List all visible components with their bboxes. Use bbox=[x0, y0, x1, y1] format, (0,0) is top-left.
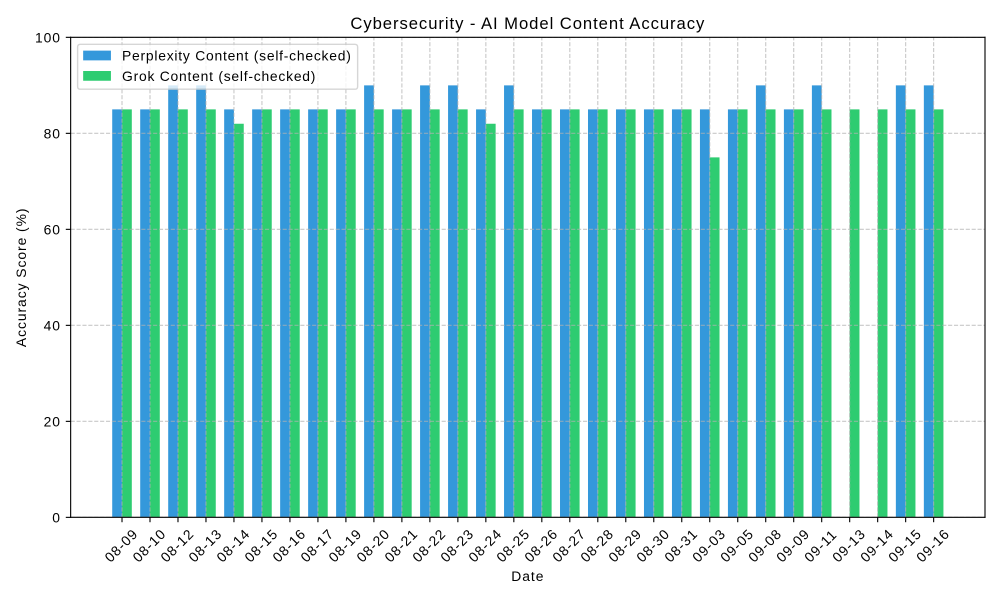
svg-text:80: 80 bbox=[44, 126, 61, 142]
svg-text:20: 20 bbox=[44, 414, 61, 430]
svg-text:Date: Date bbox=[511, 568, 544, 584]
svg-text:Cybersecurity - AI Model Conte: Cybersecurity - AI Model Content Accurac… bbox=[350, 14, 705, 33]
svg-text:40: 40 bbox=[44, 318, 61, 334]
svg-text:100: 100 bbox=[35, 30, 61, 46]
svg-text:Perplexity Content (self-check: Perplexity Content (self-checked) bbox=[122, 47, 352, 63]
svg-text:Grok Content (self-checked): Grok Content (self-checked) bbox=[122, 68, 316, 84]
svg-text:0: 0 bbox=[52, 510, 61, 526]
svg-text:60: 60 bbox=[44, 222, 61, 238]
svg-text:Accuracy Score (%): Accuracy Score (%) bbox=[13, 208, 29, 348]
